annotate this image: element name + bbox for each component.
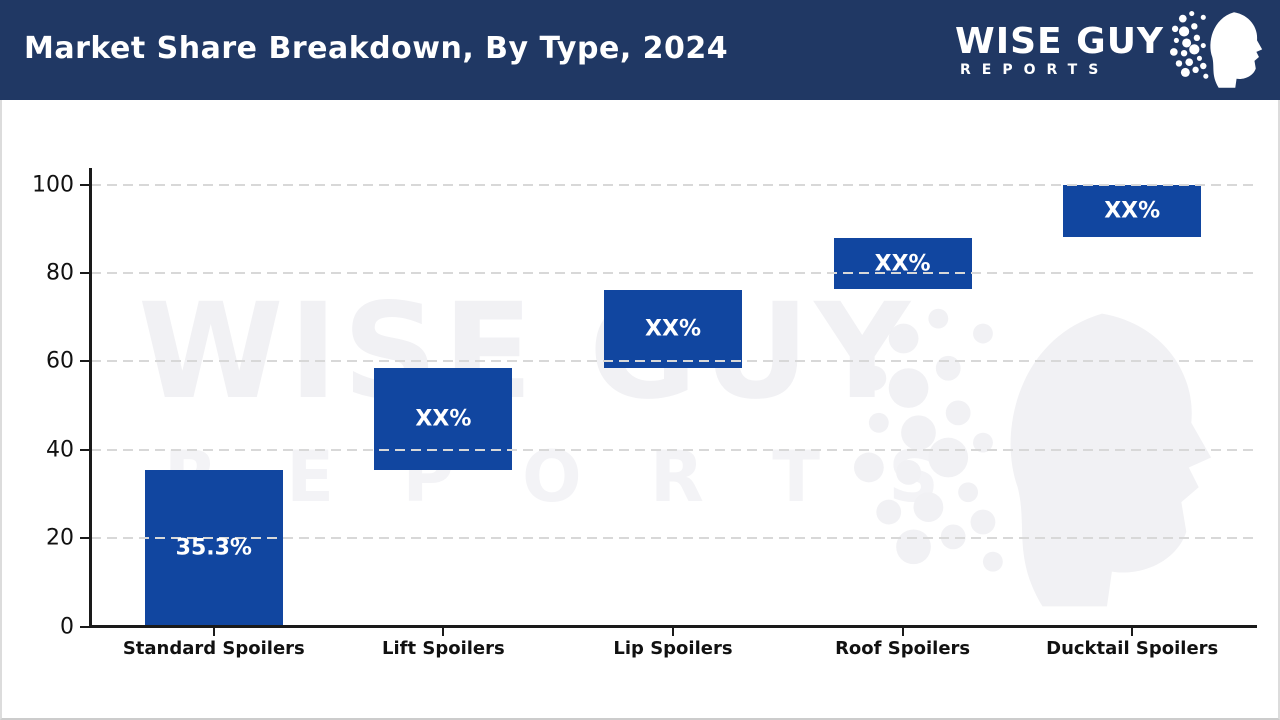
y-tick-mark-0 bbox=[80, 625, 89, 628]
gridline-60 bbox=[91, 360, 1257, 363]
watermark-wordmark: WISE GUY bbox=[138, 275, 916, 429]
y-tick-mark-20 bbox=[80, 537, 89, 540]
category-label-lip-spoilers: Lip Spoilers bbox=[613, 638, 733, 659]
gridline-100 bbox=[91, 183, 1257, 186]
y-tick-mark-100 bbox=[80, 183, 89, 186]
y-axis-line bbox=[89, 168, 92, 627]
x-tick-mark-standard-spoilers bbox=[212, 626, 215, 636]
logo-text: WISE GUY REPORTS bbox=[954, 20, 1164, 78]
y-tick-mark-60 bbox=[80, 360, 89, 363]
page-title: Market Share Breakdown, By Type, 2024 bbox=[24, 30, 729, 66]
bar-value-label-roof-spoilers: XX% bbox=[874, 251, 931, 277]
bar-value-label-lift-spoilers: XX% bbox=[415, 406, 472, 432]
bar-lip-spoilers bbox=[604, 289, 742, 368]
gridline-80 bbox=[91, 271, 1257, 274]
chart-area: WISE GUY R E P O R T S 0 20 40 60 80 100 Stand… bbox=[0, 100, 1280, 720]
x-tick-mark-ducktail-spoilers bbox=[1131, 626, 1134, 636]
category-label-ducktail-spoilers: Ducktail Spoilers bbox=[1046, 638, 1219, 659]
watermark-face-icon bbox=[854, 308, 1212, 607]
x-tick-mark-lip-spoilers bbox=[672, 626, 674, 636]
bar-value-label-lip-spoilers: XX% bbox=[645, 316, 701, 342]
logo-face-icon bbox=[1170, 10, 1263, 88]
category-label-standard-spoilers: Standard Spoilers bbox=[122, 638, 305, 659]
watermark-subtitle: R E P O R T S bbox=[164, 436, 961, 518]
y-tick-mark-80 bbox=[80, 271, 89, 274]
gridline-20 bbox=[91, 537, 1257, 540]
gridline-40 bbox=[91, 448, 1257, 451]
y-tick-label-20: 20 bbox=[46, 525, 74, 551]
y-tick-label-80: 80 bbox=[46, 260, 74, 286]
y-tick-label-100: 100 bbox=[32, 172, 74, 197]
category-label-roof-spoilers: Roof Spoilers bbox=[835, 638, 971, 659]
bar-roof-spoilers bbox=[833, 238, 972, 289]
watermark-face-profile bbox=[1010, 313, 1212, 607]
logo-subtitle: REPORTS bbox=[959, 61, 1110, 78]
x-tick-mark-lift-spoilers bbox=[442, 626, 445, 636]
logo-face-profile bbox=[1210, 12, 1263, 88]
y-tick-label-60: 60 bbox=[46, 348, 74, 374]
x-tick-mark-roof-spoilers bbox=[901, 626, 904, 636]
y-tick-label-0: 0 bbox=[60, 614, 74, 639]
y-tick-label-40: 40 bbox=[46, 437, 74, 463]
y-tick-mark-40 bbox=[80, 448, 89, 451]
watermark-face-dots bbox=[854, 308, 1003, 572]
wise-guy-logo: WISE GUY REPORTS bbox=[955, 8, 1280, 92]
logo-wordmark: WISE GUY bbox=[954, 20, 1164, 62]
x-axis-line bbox=[89, 624, 1257, 628]
bar-value-label-ducktail-spoilers: XX% bbox=[1104, 198, 1161, 224]
bar-lift-spoilers bbox=[374, 367, 513, 471]
logo-face-dots bbox=[1170, 10, 1209, 79]
header-bar: Market Share Breakdown, By Type, 2024 WI… bbox=[0, 0, 1280, 100]
bar-standard-spoilers bbox=[144, 470, 283, 627]
bar-ducktail-spoilers bbox=[1063, 184, 1202, 238]
category-label-lift-spoilers: Lift Spoilers bbox=[382, 638, 505, 659]
bar-value-label-standard-spoilers: 35.3% bbox=[175, 535, 252, 561]
